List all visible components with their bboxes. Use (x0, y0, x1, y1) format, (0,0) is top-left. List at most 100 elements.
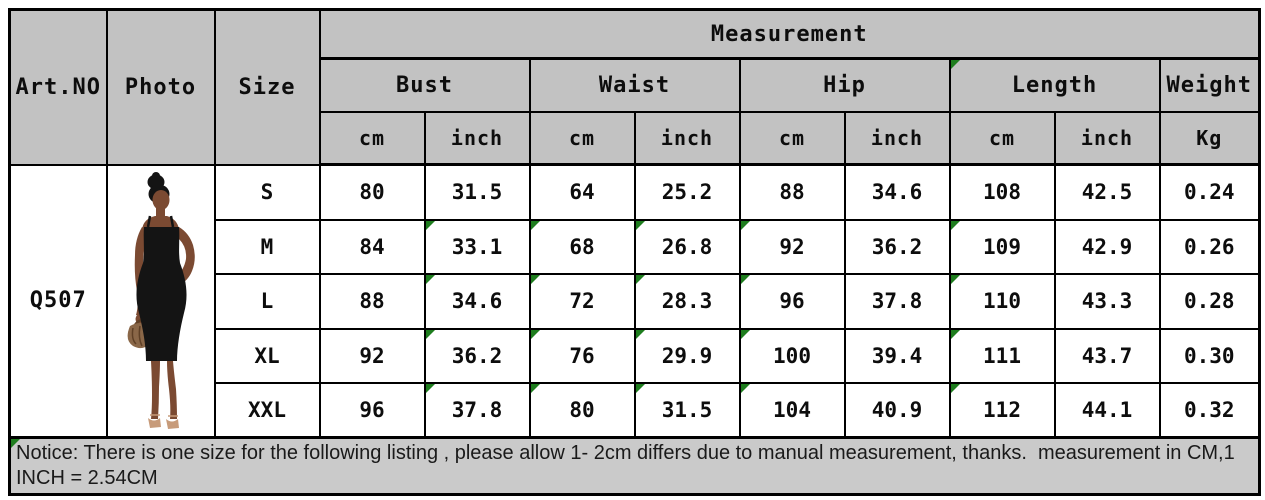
hip-inch-cell: 34.6 (843, 163, 951, 221)
header-waist: Waist (528, 57, 741, 113)
bust-cm-cell: 92 (318, 327, 426, 384)
product-photo (105, 163, 216, 439)
hip-cm-cell: 92 (738, 218, 846, 275)
waist-inch-cell: 26.8 (633, 218, 741, 275)
bust-inch-cell: 36.2 (423, 327, 531, 384)
bust-cm-cell: 84 (318, 218, 426, 275)
header-photo: Photo (105, 8, 216, 166)
green-corner-triangle-icon (531, 275, 540, 284)
length-inch-cell: 42.9 (1053, 218, 1161, 275)
cell-value: 34.6 (451, 289, 503, 313)
weight-kg-cell: 0.28 (1158, 272, 1261, 330)
waist-cm-cell: 76 (528, 327, 636, 384)
length-inch-cell: 44.1 (1053, 381, 1161, 439)
green-corner-triangle-icon (426, 330, 435, 339)
notice-text: Notice: There is one size for the follow… (16, 442, 1235, 489)
length-inch-cell: 42.5 (1053, 163, 1161, 221)
cell-value: 33.1 (451, 234, 503, 259)
hip-inch-cell: 39.4 (843, 327, 951, 384)
green-corner-triangle-icon (951, 330, 960, 339)
hip-cm-cell: 96 (738, 272, 846, 330)
green-corner-triangle-icon (951, 275, 960, 284)
green-corner-triangle-icon (951, 384, 960, 393)
size-chart-sheet: Art.NO Photo Size Measurement Bust Waist… (8, 8, 1262, 496)
cell-value: 36.2 (451, 343, 503, 368)
hip-inch-cell: 36.2 (843, 218, 951, 275)
cell-value: 26.8 (661, 234, 713, 259)
green-corner-triangle-icon (11, 440, 20, 448)
length-cm-cell: 110 (948, 272, 1056, 330)
waist-inch-cell: 29.9 (633, 327, 741, 384)
bust-cm-cell: 96 (318, 381, 426, 439)
face (152, 190, 169, 211)
green-corner-triangle-icon (531, 221, 540, 230)
unit-length-inch: inch (1053, 110, 1161, 166)
header-measurement: Measurement (318, 8, 1261, 60)
cell-value: 110 (983, 289, 1021, 313)
notice-cell: Notice: There is one size for the follow… (8, 436, 1261, 496)
cell-value: 92 (779, 234, 805, 259)
unit-hip-inch: inch (843, 110, 951, 166)
size-cell: L (213, 272, 321, 330)
table-row-l: L 88 34.6 72 28.3 96 37.8 110 43.3 0.28 (10, 272, 1261, 330)
dress-straps (146, 216, 174, 228)
neck (155, 207, 165, 219)
length-cm-cell: 111 (948, 327, 1056, 384)
green-corner-triangle-icon (636, 221, 645, 230)
hip-cm-cell: 88 (738, 163, 846, 221)
cell-value: 37.8 (451, 397, 503, 422)
art-no-value: Q507 (8, 163, 108, 439)
cell-value: 72 (569, 289, 595, 313)
unit-weight-kg: Kg (1158, 110, 1261, 166)
green-corner-triangle-icon (741, 330, 750, 339)
green-corner-triangle-icon (636, 384, 645, 393)
header-row-units: cm inch cm inch cm inch cm inch Kg (10, 110, 1261, 166)
green-corner-triangle-icon (741, 384, 750, 393)
model-illustration (127, 172, 195, 430)
size-cell: M (213, 218, 321, 275)
waist-cm-cell: 80 (528, 381, 636, 439)
bust-inch-cell: 34.6 (423, 272, 531, 330)
weight-kg-cell: 0.24 (1158, 163, 1261, 221)
cell-value: 28.3 (661, 289, 713, 313)
cell-value: 109 (983, 234, 1021, 259)
size-cell: XL (213, 327, 321, 384)
dress (135, 227, 187, 362)
green-corner-triangle-icon (951, 221, 960, 230)
cell-value: 111 (983, 343, 1021, 368)
green-corner-triangle-icon (426, 275, 435, 284)
waist-inch-cell: 25.2 (633, 163, 741, 221)
length-cm-cell: 108 (948, 163, 1056, 221)
cell-value: 96 (779, 289, 805, 313)
header-length: Length (948, 57, 1161, 113)
header-weight: Weight (1158, 57, 1261, 113)
weight-kg-cell: 0.32 (1158, 381, 1261, 439)
size-cell: S (213, 163, 321, 221)
cell-value: 76 (569, 343, 595, 368)
unit-bust-cm: cm (318, 110, 426, 166)
bust-inch-cell: 37.8 (423, 381, 531, 439)
unit-length-cm: cm (948, 110, 1056, 166)
bust-inch-cell: 31.5 (423, 163, 531, 221)
cell-value: 112 (983, 397, 1021, 422)
right-leg (166, 361, 177, 420)
waist-inch-cell: 28.3 (633, 272, 741, 330)
cell-value: 31.5 (661, 397, 713, 422)
green-corner-triangle-icon (741, 221, 750, 230)
green-corner-triangle-icon (531, 384, 540, 393)
hip-inch-cell: 40.9 (843, 381, 951, 439)
cell-value: 104 (773, 397, 811, 422)
length-inch-cell: 43.3 (1053, 272, 1161, 330)
notice-row: Notice: There is one size for the follow… (8, 436, 1261, 496)
right-arm (175, 227, 195, 286)
header-hip: Hip (738, 57, 951, 113)
table-row-xxl: XXL 96 37.8 80 31.5 104 40.9 112 44.1 0.… (10, 381, 1261, 439)
header-row-groups: Bust Waist Hip Length Weight (10, 57, 1261, 113)
right-heel-shoe (165, 419, 179, 430)
cell-value: 80 (569, 397, 595, 422)
hip-cm-cell: 100 (738, 327, 846, 384)
hip-cm-cell: 104 (738, 381, 846, 439)
waist-cm-cell: 64 (528, 163, 636, 221)
table-row-m: M 84 33.1 68 26.8 92 36.2 109 42.9 0.26 (10, 218, 1261, 275)
size-cell: XXL (213, 381, 321, 439)
